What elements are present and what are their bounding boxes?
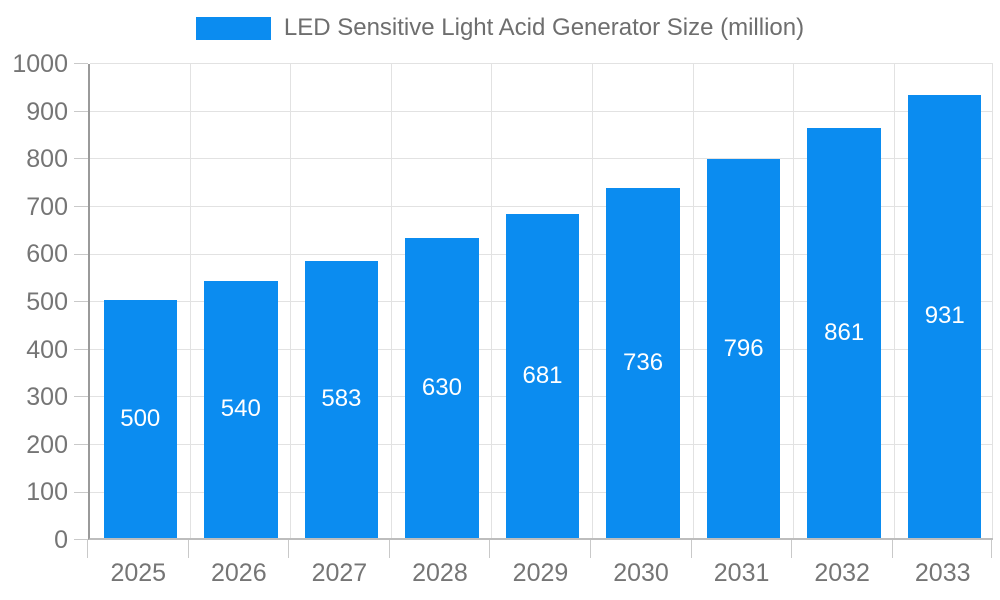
bar: 736 <box>606 187 680 538</box>
x-axis-tick-label: 2028 <box>412 559 468 587</box>
x-axis-tick-label: 2025 <box>110 559 167 587</box>
x-axis-tick-label: 2030 <box>613 559 669 587</box>
y-axis-tick <box>74 110 88 112</box>
bar-value-label: 861 <box>824 319 865 347</box>
bar: 500 <box>103 300 178 538</box>
x-axis-tick <box>87 540 89 558</box>
legend-swatch <box>195 16 271 40</box>
y-axis-tick <box>74 158 88 160</box>
plot-area: 500 540 583 630 681 736 796 861 931 <box>88 63 993 540</box>
y-axis-tick-label: 800 <box>26 145 68 174</box>
y-axis-tick-label: 600 <box>26 240 68 269</box>
x-axis-tick-label: 2026 <box>211 559 267 587</box>
y-axis-tick-label: 900 <box>26 97 68 126</box>
bar-value-label: 736 <box>623 348 664 376</box>
bar: 583 <box>304 260 379 538</box>
legend-label: LED Sensitive Light Acid Generator Size … <box>283 14 805 41</box>
bar-value-label: 931 <box>924 302 965 330</box>
gridline-vertical <box>390 64 392 538</box>
x-axis-tick <box>791 540 793 558</box>
gridline-vertical <box>592 64 594 538</box>
x-axis-tick-label: 2033 <box>914 559 971 587</box>
bar-value-label: 796 <box>723 334 764 362</box>
y-axis-tick-label: 400 <box>26 335 68 364</box>
bar: 630 <box>405 238 479 538</box>
bar: 861 <box>807 128 881 538</box>
y-axis-tick <box>74 253 88 255</box>
x-axis-tick <box>288 540 290 558</box>
bar-value-label: 540 <box>220 395 261 423</box>
x-axis-tick <box>590 540 592 558</box>
y-axis-tick <box>74 206 88 208</box>
gridline-vertical <box>991 64 993 538</box>
gridline-horizontal <box>90 110 993 112</box>
y-axis-tick <box>74 539 88 541</box>
bar-value-label: 630 <box>421 374 462 402</box>
bar: 931 <box>907 94 982 538</box>
legend-item[interactable]: LED Sensitive Light Acid Generator Size … <box>195 14 805 42</box>
y-axis-tick-label: 300 <box>26 383 68 412</box>
gridline-vertical <box>793 64 795 538</box>
gridline-vertical <box>491 64 493 538</box>
y-axis-tick <box>74 301 88 303</box>
x-axis-tick <box>891 540 893 558</box>
bar: 796 <box>706 159 781 538</box>
x-axis-tick <box>489 540 491 558</box>
y-axis-tick <box>74 63 88 65</box>
y-axis-tick-label: 200 <box>26 430 68 459</box>
y-axis-tick <box>74 491 88 493</box>
y-axis-tick-label: 700 <box>26 192 68 221</box>
x-axis-tick <box>187 540 189 558</box>
x-axis-tick-label: 2027 <box>311 559 368 587</box>
y-axis-tick <box>74 444 88 446</box>
gridline-vertical <box>290 64 292 538</box>
bar-value-label: 681 <box>522 361 563 389</box>
gridline-vertical <box>189 64 191 538</box>
x-axis-tick-label: 2031 <box>713 559 770 587</box>
x-axis-tick-label: 2032 <box>814 559 870 587</box>
gridline-horizontal <box>90 63 993 65</box>
x-axis-tick <box>388 540 390 558</box>
y-axis-tick-label: 1000 <box>12 50 68 78</box>
gridline-vertical <box>692 64 694 538</box>
bar-value-label: 500 <box>120 405 161 432</box>
gridline-vertical <box>893 64 895 538</box>
y-axis-tick-label: 500 <box>26 288 68 316</box>
y-axis-tick-label: 100 <box>26 478 68 507</box>
x-axis-tick <box>690 540 692 558</box>
gridline-horizontal <box>90 158 993 160</box>
y-axis-tick-label: 0 <box>54 526 68 554</box>
x-axis-tick-label: 2029 <box>512 559 569 587</box>
gridline-horizontal <box>90 206 993 208</box>
y-axis-tick <box>74 396 88 398</box>
bar: 681 <box>505 213 580 538</box>
y-axis-tick <box>74 348 88 350</box>
bar: 540 <box>204 280 278 538</box>
x-axis-tick <box>990 540 992 558</box>
bar-value-label: 583 <box>321 385 362 413</box>
chart-legend: LED Sensitive Light Acid Generator Size … <box>0 14 1000 42</box>
